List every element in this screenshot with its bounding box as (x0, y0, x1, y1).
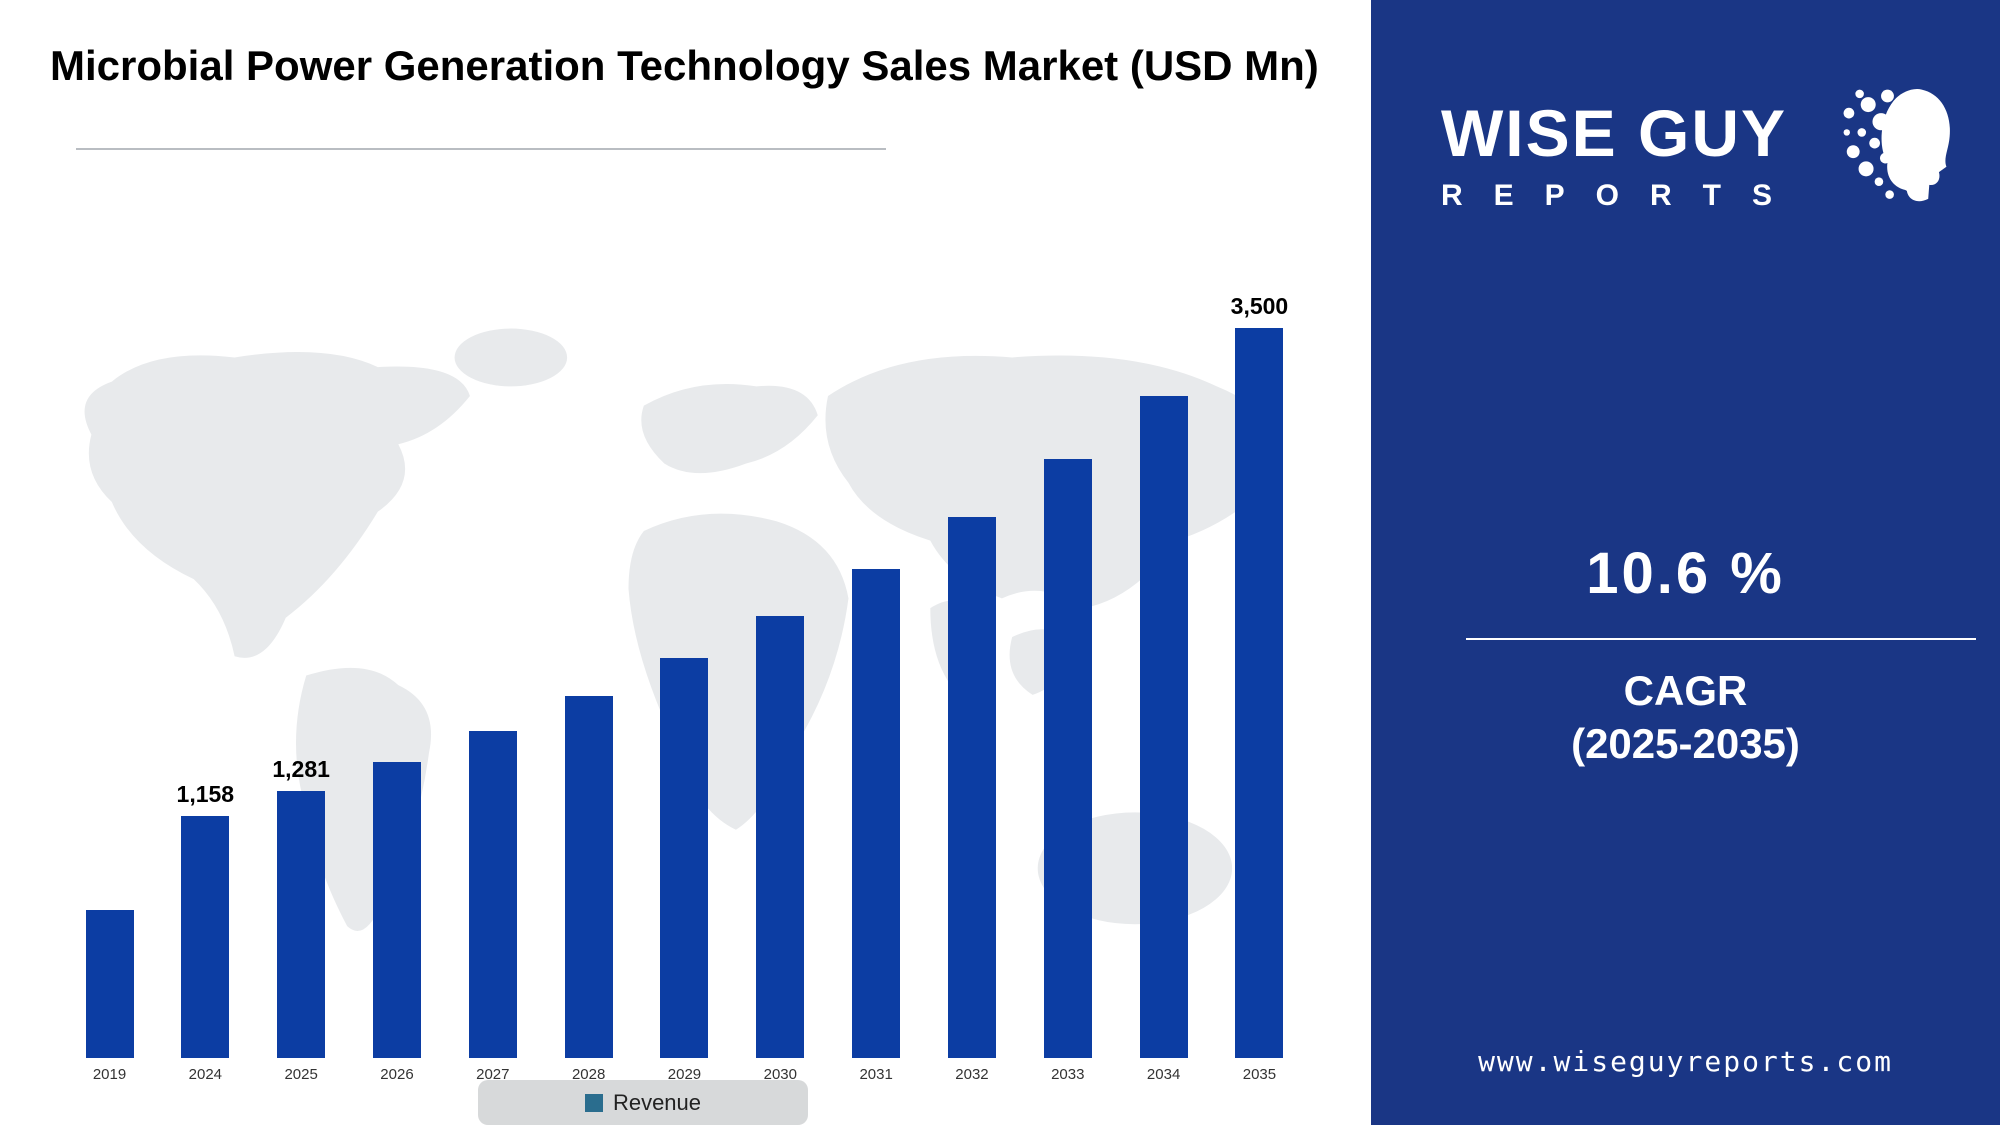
bar-column (1116, 265, 1211, 1058)
bar-column (733, 265, 828, 1058)
bar-column: 3,500 (1212, 265, 1307, 1058)
bar-column: 1,281 (254, 265, 349, 1058)
x-tick-label: 2028 (571, 1066, 606, 1083)
bar-column (924, 265, 1019, 1058)
bar-value-label: 1,158 (176, 781, 235, 808)
bar-2033[interactable] (1043, 459, 1092, 1058)
bar-2035[interactable] (1235, 327, 1284, 1058)
x-tick-label: 2031 (859, 1066, 893, 1083)
bar-2026[interactable] (372, 762, 421, 1058)
panel-divider (1466, 638, 1976, 640)
bar-column (1020, 265, 1115, 1058)
legend-strip: Revenue (478, 1080, 808, 1125)
bar-2019[interactable] (85, 909, 134, 1058)
bar-column (829, 265, 924, 1058)
bar-2028[interactable] (564, 696, 613, 1058)
bar-2031[interactable] (852, 568, 901, 1058)
bar-2032[interactable] (947, 516, 996, 1058)
x-tick-label: 2035 (1242, 1066, 1277, 1083)
bar-column: 1,158 (158, 265, 253, 1058)
bar-2034[interactable] (1139, 395, 1188, 1058)
x-tick-label: 2026 (380, 1066, 414, 1083)
bar-column (349, 265, 444, 1058)
bar-column (62, 265, 157, 1058)
legend-item-revenue[interactable]: Revenue (584, 1089, 702, 1116)
bar-2029[interactable] (660, 657, 709, 1058)
cagr-range-text: (2025-2035) (1571, 719, 1800, 767)
logo-head-icon (1843, 89, 1950, 202)
bar-column (541, 265, 636, 1058)
bar-plot: 1,158 1,281 3,500 (62, 265, 1307, 1058)
bar-2030[interactable] (756, 615, 805, 1058)
bar-column (637, 265, 732, 1058)
cagr-label: CAGR (2025-2035) (1371, 665, 2000, 770)
logo-wordmark-line1: WISE GUY (1441, 96, 1788, 170)
x-tick-label: 2025 (284, 1066, 318, 1083)
x-tick-label: 2024 (188, 1066, 223, 1083)
x-tick-label: 2033 (1051, 1066, 1085, 1083)
x-axis: 2019 2024 2025 2026 2027 2028 2029 2030 2031 2032… (62, 1066, 1307, 1090)
bar-column (445, 265, 540, 1058)
right-panel: WISE GUY REPORTS 10.6 % CAGR (2025-2035)… (1371, 0, 2000, 1125)
x-tick-label: 2027 (476, 1066, 510, 1083)
x-tick-label: 2029 (667, 1066, 702, 1083)
legend-label: Revenue (612, 1089, 702, 1115)
bar-value-label: 3,500 (1230, 292, 1289, 319)
x-tick-label: 2030 (763, 1066, 797, 1083)
brand-logo: WISE GUY REPORTS (1441, 89, 1961, 231)
bar-value-label: 1,281 (272, 755, 330, 782)
logo-wordmark-line2: REPORTS (1441, 179, 1804, 212)
x-tick-label: 2034 (1146, 1066, 1181, 1083)
cagr-label-text: CAGR (1623, 667, 1748, 714)
legend-swatch (584, 1093, 603, 1112)
website-url: www.wiseguyreports.com (1478, 1045, 1893, 1078)
page-title: Microbial Power Generation Technology Sa… (50, 42, 1319, 89)
bar-2024[interactable] (181, 816, 230, 1058)
x-tick-label: 2032 (955, 1066, 989, 1083)
x-tick-label: 2019 (92, 1066, 127, 1083)
cagr-value: 10.6 % (1586, 541, 1785, 606)
bar-2027[interactable] (468, 731, 517, 1058)
bar-2025[interactable] (277, 790, 326, 1058)
title-underline (76, 148, 886, 150)
